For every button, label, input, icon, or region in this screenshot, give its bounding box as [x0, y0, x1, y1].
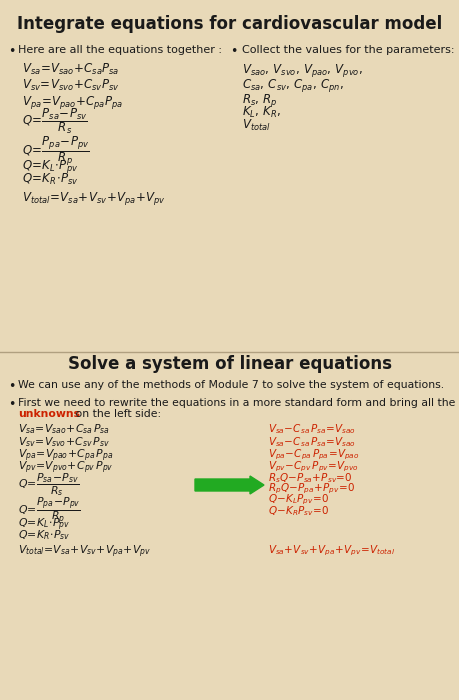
FancyArrow shape: [195, 476, 263, 494]
Text: •: •: [8, 380, 15, 393]
Text: $V_{sa}\!+\!V_{sv}\!+\!V_{pa}\!+\!V_{pv}\!=\!V_{total}$: $V_{sa}\!+\!V_{sv}\!+\!V_{pa}\!+\!V_{pv}…: [268, 544, 394, 559]
Text: First we need to rewrite the equations in a more standard form and bring all the: First we need to rewrite the equations i…: [18, 398, 458, 408]
Text: $V_{total}$: $V_{total}$: [241, 118, 270, 133]
Text: $K_L,\,K_R,$: $K_L,\,K_R,$: [241, 105, 280, 120]
Text: $Q\!=\!\dfrac{P_{pa}\!-\!P_{pv}}{R_p}$: $Q\!=\!\dfrac{P_{pa}\!-\!P_{pv}}{R_p}$: [22, 134, 90, 168]
Text: $V_{pv}\!=\!V_{pvo}\!+\!C_{pv}\,P_{pv}$: $V_{pv}\!=\!V_{pvo}\!+\!C_{pv}\,P_{pv}$: [18, 460, 113, 477]
Text: Here are all the equations together :: Here are all the equations together :: [18, 45, 222, 55]
Text: •: •: [8, 45, 15, 58]
Text: unknowns: unknowns: [18, 409, 80, 419]
Text: $V_{total}\!=\!V_{sa}\!+\!V_{sv}\!+\!V_{pa}\!+\!V_{pv}$: $V_{total}\!=\!V_{sa}\!+\!V_{sv}\!+\!V_{…: [18, 544, 151, 561]
Text: $V_{total}\!=\!V_{sa}\!+\!V_{sv}\!+\!V_{pa}\!+\!V_{pv}$: $V_{total}\!=\!V_{sa}\!+\!V_{sv}\!+\!V_{…: [22, 190, 165, 207]
Text: $V_{sv}$$\!=\!$$V_{svo}$$\!+\!$$C_{sv}$$P_{sv}$: $V_{sv}$$\!=\!$$V_{svo}$$\!+\!$$C_{sv}$$…: [22, 78, 119, 93]
Text: $R_s Q\!-\!P_{sa}\!+\!P_{sv}\!=\!0$: $R_s Q\!-\!P_{sa}\!+\!P_{sv}\!=\!0$: [268, 471, 352, 485]
Text: $R_s,\,R_p$: $R_s,\,R_p$: [241, 92, 277, 109]
Text: $Q\!=\!\dfrac{P_{sa}\!-\!P_{sv}}{R_s}$: $Q\!=\!\dfrac{P_{sa}\!-\!P_{sv}}{R_s}$: [18, 471, 79, 498]
Text: on the left side:: on the left side:: [72, 409, 161, 419]
Text: $Q\!=\!\dfrac{P_{sa}\!-\!P_{sv}}{R_s}$: $Q\!=\!\dfrac{P_{sa}\!-\!P_{sv}}{R_s}$: [22, 106, 88, 136]
Text: $Q\!=\!K_R\!\cdot\!P_{sv}$: $Q\!=\!K_R\!\cdot\!P_{sv}$: [18, 528, 70, 542]
Text: $Q\!=\!K_R \!\cdot\! P_{sv}$: $Q\!=\!K_R \!\cdot\! P_{sv}$: [22, 172, 78, 187]
Text: $R_p Q\!-\!P_{pa}\!+\!P_{pv}\!=\!0$: $R_p Q\!-\!P_{pa}\!+\!P_{pv}\!=\!0$: [268, 482, 354, 496]
Text: Integrate equations for cardiovascular model: Integrate equations for cardiovascular m…: [17, 15, 442, 33]
Text: $Q\!-\!K_L P_{pv}\!=\!0$: $Q\!-\!K_L P_{pv}\!=\!0$: [268, 493, 329, 507]
Text: $V_{sa}\!=\!V_{sao}\!+\!C_{sa}\,P_{sa}$: $V_{sa}\!=\!V_{sao}\!+\!C_{sa}\,P_{sa}$: [18, 422, 110, 436]
Text: $V_{sa}\!-\!C_{sa}\,P_{sa}\!=\!V_{sao}$: $V_{sa}\!-\!C_{sa}\,P_{sa}\!=\!V_{sao}$: [268, 422, 355, 436]
Text: Collect the values for the parameters:: Collect the values for the parameters:: [241, 45, 453, 55]
Text: $V_{sao},\,V_{svo},\,V_{pao},\,V_{pvo},$: $V_{sao},\,V_{svo},\,V_{pao},\,V_{pvo},$: [241, 62, 362, 79]
Text: We can use any of the methods of Module 7 to solve the system of equations.: We can use any of the methods of Module …: [18, 380, 443, 390]
Text: •: •: [230, 45, 237, 58]
Text: $V_{pa}\!-\!C_{pa}\,P_{pa}\!=\!V_{pao}$: $V_{pa}\!-\!C_{pa}\,P_{pa}\!=\!V_{pao}$: [268, 448, 358, 463]
Text: $V_{sa}\!-\!C_{sa}\,P_{sa}\!=\!V_{sao}$: $V_{sa}\!-\!C_{sa}\,P_{sa}\!=\!V_{sao}$: [268, 435, 355, 449]
Text: $C_{sa},\,C_{sv},\,C_{pa},\,C_{pn},$: $C_{sa},\,C_{sv},\,C_{pa},\,C_{pn},$: [241, 77, 343, 94]
Text: $V_{sa}$$\!=\!$$V_{sao}$$\!+\!$$C_{sa}$$P_{sa}$: $V_{sa}$$\!=\!$$V_{sao}$$\!+\!$$C_{sa}$$…: [22, 62, 119, 77]
Text: $V_{pa}\!=\!V_{pao}\!+\!C_{pa}\,P_{pa}$: $V_{pa}\!=\!V_{pao}\!+\!C_{pa}\,P_{pa}$: [18, 448, 113, 464]
Text: $Q\!=\!K_L \!\cdot\! P_{pv}$: $Q\!=\!K_L \!\cdot\! P_{pv}$: [22, 158, 78, 175]
Text: $V_{sv}\!=\!V_{svo}\!+\!C_{sv}\,P_{sv}$: $V_{sv}\!=\!V_{svo}\!+\!C_{sv}\,P_{sv}$: [18, 435, 110, 449]
Text: •: •: [8, 398, 15, 411]
Text: Solve a system of linear equations: Solve a system of linear equations: [68, 355, 391, 373]
Text: $Q\!=\!\dfrac{P_{pa}\!-\!P_{pv}}{R_p}$: $Q\!=\!\dfrac{P_{pa}\!-\!P_{pv}}{R_p}$: [18, 495, 81, 526]
Text: $Q\!=\!K_L\!\cdot\!P_{pv}$: $Q\!=\!K_L\!\cdot\!P_{pv}$: [18, 517, 70, 533]
Text: $V_{pv}\!-\!C_{pv}\,P_{pv}\!=\!V_{pvo}$: $V_{pv}\!-\!C_{pv}\,P_{pv}\!=\!V_{pvo}$: [268, 460, 358, 475]
Text: $V_{pa}$$\!=\!$$V_{pao}$$\!+\!$$C_{pa}$$P_{pa}$: $V_{pa}$$\!=\!$$V_{pao}$$\!+\!$$C_{pa}$$…: [22, 94, 123, 111]
Text: $Q\!-\!K_R P_{sv}\!=\!0$: $Q\!-\!K_R P_{sv}\!=\!0$: [268, 504, 329, 518]
